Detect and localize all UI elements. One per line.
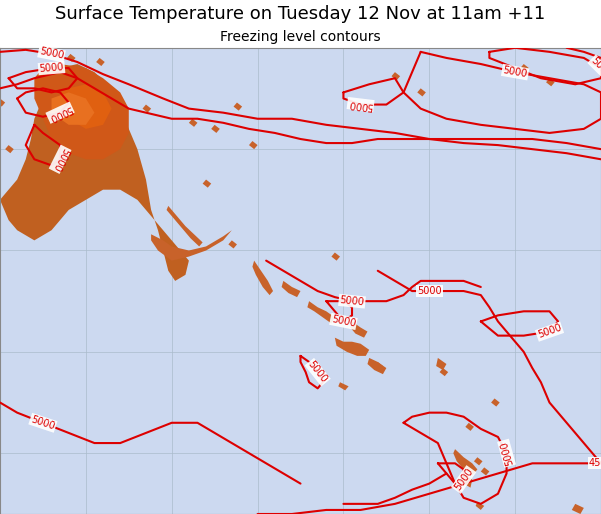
- Polygon shape: [96, 58, 105, 66]
- Text: 5000: 5000: [47, 103, 73, 122]
- Polygon shape: [142, 104, 151, 113]
- Polygon shape: [52, 93, 94, 125]
- Polygon shape: [166, 206, 203, 246]
- Text: 5000: 5000: [50, 146, 70, 173]
- Polygon shape: [307, 301, 335, 323]
- Polygon shape: [338, 382, 349, 390]
- Polygon shape: [474, 457, 483, 465]
- Polygon shape: [249, 141, 258, 149]
- Polygon shape: [391, 72, 400, 80]
- Polygon shape: [60, 84, 112, 129]
- Text: 5000: 5000: [348, 98, 373, 111]
- Text: 4500: 4500: [589, 458, 601, 468]
- Text: 5000: 5000: [340, 295, 365, 307]
- Polygon shape: [491, 398, 499, 407]
- Polygon shape: [189, 119, 198, 127]
- Polygon shape: [0, 99, 5, 106]
- Polygon shape: [439, 368, 448, 376]
- Text: 5000: 5000: [39, 62, 64, 74]
- Text: 5000: 5000: [498, 440, 514, 466]
- Polygon shape: [453, 449, 477, 475]
- Polygon shape: [282, 281, 300, 297]
- Text: 5000: 5000: [417, 286, 442, 296]
- Polygon shape: [331, 252, 340, 261]
- Polygon shape: [350, 321, 367, 338]
- Polygon shape: [367, 358, 386, 374]
- Polygon shape: [203, 179, 211, 188]
- Text: 5000: 5000: [536, 323, 563, 340]
- Text: 5000: 5000: [29, 414, 56, 431]
- Polygon shape: [475, 502, 484, 510]
- Polygon shape: [546, 78, 555, 86]
- Polygon shape: [374, 362, 383, 370]
- Polygon shape: [151, 230, 232, 261]
- Text: 5000: 5000: [453, 467, 475, 492]
- Text: Surface Temperature on Tuesday 12 Nov at 11am +11: Surface Temperature on Tuesday 12 Nov at…: [55, 5, 546, 23]
- Polygon shape: [67, 54, 76, 62]
- Polygon shape: [520, 64, 529, 72]
- Polygon shape: [335, 338, 369, 356]
- Polygon shape: [436, 358, 447, 370]
- Polygon shape: [234, 102, 242, 111]
- Text: 5000: 5000: [331, 314, 356, 329]
- Polygon shape: [572, 504, 584, 514]
- Polygon shape: [34, 64, 129, 159]
- Text: 5000: 5000: [306, 359, 329, 385]
- Text: 5000: 5000: [502, 65, 528, 79]
- Polygon shape: [0, 64, 189, 281]
- Polygon shape: [481, 467, 489, 475]
- Text: 5000: 5000: [589, 56, 601, 80]
- Polygon shape: [211, 125, 220, 133]
- Polygon shape: [5, 145, 14, 153]
- Polygon shape: [252, 261, 273, 295]
- Polygon shape: [462, 473, 472, 488]
- Polygon shape: [228, 241, 237, 248]
- Polygon shape: [417, 88, 426, 97]
- Text: Freezing level contours: Freezing level contours: [220, 30, 381, 44]
- Polygon shape: [465, 423, 474, 431]
- Text: 5000: 5000: [38, 47, 64, 61]
